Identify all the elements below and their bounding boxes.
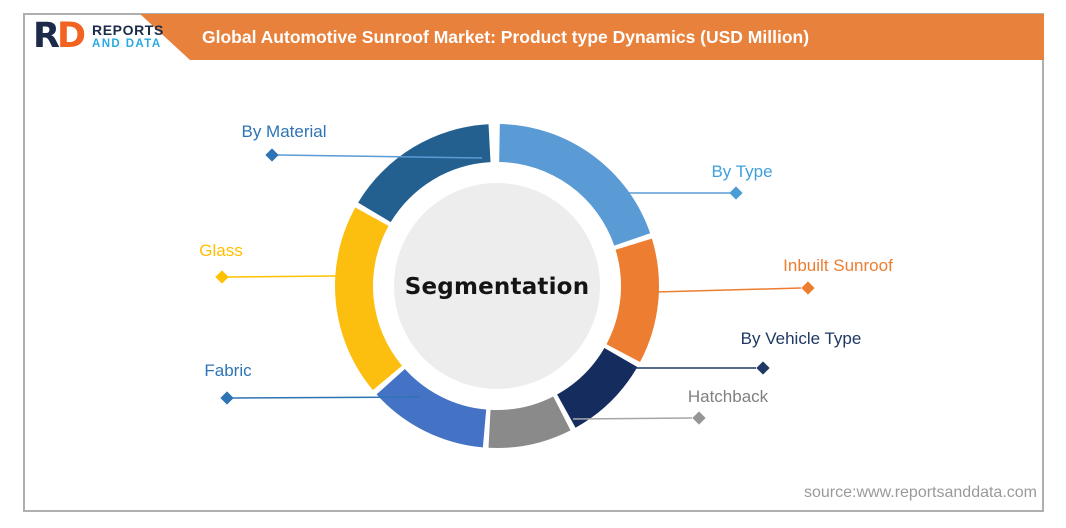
diamond-marker-inbuilt-sunroof — [801, 281, 815, 295]
logo-line-reports: REPORTS — [92, 21, 164, 38]
callout-label-by-material: By Material — [241, 122, 327, 141]
donut-segment-by-vehicle-type — [557, 348, 638, 428]
donut-segment-inbuilt-sunroof — [606, 238, 659, 363]
donut-segment-by-type — [499, 124, 651, 246]
diamond-marker-by-type — [729, 186, 743, 200]
callout-label-by-vehicle-type: By Vehicle Type — [740, 329, 862, 348]
source-attribution: source:www.reportsanddata.com — [804, 484, 1037, 501]
leader-line-by-material — [277, 154, 483, 159]
donut-hub — [394, 183, 600, 389]
donut-segment-glass — [334, 207, 403, 391]
page-title: Global Automotive Sunroof Market: Produc… — [202, 27, 810, 47]
donut-segment-hatchback — [488, 396, 571, 448]
reports-and-data-logo: RD REPORTS AND DATA — [33, 19, 164, 54]
donut-segment-fabric — [376, 368, 487, 448]
diamond-marker-fabric — [220, 391, 234, 405]
donut-segment-by-material — [358, 124, 491, 223]
leader-line-glass — [227, 275, 337, 278]
diamond-marker-by-vehicle-type — [756, 361, 770, 375]
logo-letter-d: D — [56, 16, 86, 56]
leader-line-fabric — [232, 396, 420, 399]
logo-line-and-data: AND DATA — [92, 37, 162, 50]
diamond-marker-hatchback — [692, 411, 706, 425]
callout-label-inbuilt-sunroof: Inbuilt Sunroof — [783, 256, 893, 275]
callout-label-glass: Glass — [199, 241, 243, 260]
logo-letter-r: R — [33, 16, 60, 56]
leader-line-inbuilt-sunroof — [655, 287, 802, 293]
callout-label-fabric: Fabric — [204, 361, 252, 380]
leader-line-hatchback — [572, 417, 693, 420]
logo-wordmark: REPORTS AND DATA — [88, 21, 164, 51]
title-banner: Global Automotive Sunroof Market: Produc… — [140, 14, 1044, 60]
donut-center-label: Segmentation — [404, 274, 590, 300]
logo-rd-icon: RD — [33, 19, 86, 54]
diamond-marker-glass — [215, 270, 229, 284]
diamond-marker-by-material — [265, 148, 279, 162]
callout-label-by-type: By Type — [711, 162, 773, 181]
callout-label-hatchback: Hatchback — [687, 387, 769, 406]
